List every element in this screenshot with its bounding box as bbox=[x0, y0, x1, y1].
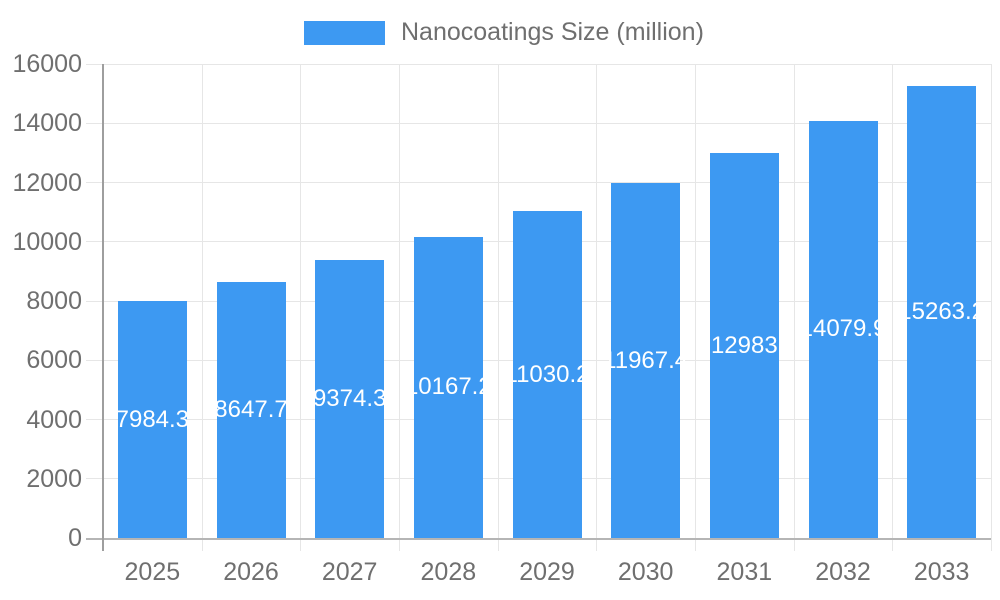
bar-value-label: 15263.2 bbox=[898, 297, 986, 325]
x-axis-label: 2029 bbox=[519, 558, 575, 586]
bar[interactable] bbox=[512, 211, 582, 538]
h-gridline bbox=[86, 182, 991, 183]
x-axis-label: 2030 bbox=[617, 558, 674, 586]
y-axis-label: 12000 bbox=[12, 168, 82, 197]
v-gridline bbox=[399, 64, 400, 551]
x-axis-label: 2031 bbox=[716, 558, 773, 586]
bar[interactable] bbox=[117, 301, 187, 538]
x-axis-label: 2028 bbox=[420, 558, 477, 586]
bar[interactable] bbox=[315, 260, 385, 538]
bar-value-label: 11967.4 bbox=[603, 346, 689, 374]
bar[interactable] bbox=[216, 281, 286, 538]
x-axis-label: 2033 bbox=[913, 558, 970, 586]
bar-value-label: 14079.9 bbox=[799, 315, 887, 343]
bar[interactable] bbox=[413, 236, 483, 538]
bar-value-label: 8647.7 bbox=[214, 395, 288, 423]
y-axis-label: 2000 bbox=[26, 464, 82, 493]
y-axis-label: 8000 bbox=[26, 287, 82, 315]
bar-value-label: 12983 bbox=[710, 331, 778, 359]
legend-label: Nanocoatings Size (million) bbox=[401, 18, 704, 46]
v-gridline bbox=[892, 64, 894, 551]
x-axis-label: 2027 bbox=[321, 558, 378, 586]
v-gridline bbox=[793, 64, 795, 551]
bar-value-label: 10167.2 bbox=[404, 373, 492, 401]
legend-swatch bbox=[304, 20, 385, 45]
x-axis-label: 2026 bbox=[223, 558, 279, 586]
bar-value-label: 11030.2 bbox=[504, 360, 590, 388]
y-axis-label: 14000 bbox=[12, 109, 82, 138]
bar-value-label: 7984.3 bbox=[115, 405, 190, 433]
bar-value-label: 9374.3 bbox=[312, 385, 387, 413]
y-axis-label: 0 bbox=[68, 524, 82, 552]
y-axis-label: 16000 bbox=[12, 50, 82, 78]
bar[interactable] bbox=[808, 120, 878, 538]
y-axis-label: 4000 bbox=[26, 405, 82, 434]
v-gridline bbox=[300, 64, 302, 551]
y-axis-label: 10000 bbox=[12, 227, 82, 256]
x-axis-line bbox=[86, 538, 991, 540]
y-axis-label: 6000 bbox=[26, 346, 82, 375]
bar[interactable] bbox=[709, 153, 779, 538]
v-gridline bbox=[695, 64, 696, 551]
v-gridline bbox=[596, 64, 598, 551]
v-gridline bbox=[991, 64, 992, 551]
bar[interactable] bbox=[907, 85, 977, 538]
x-axis-label: 2025 bbox=[124, 558, 181, 586]
x-axis-label: 2032 bbox=[815, 558, 871, 586]
bar[interactable] bbox=[611, 183, 681, 538]
v-gridline bbox=[497, 64, 499, 551]
h-gridline bbox=[86, 63, 991, 65]
y-axis-line bbox=[102, 64, 104, 551]
v-gridline bbox=[201, 64, 203, 551]
legend-item[interactable]: Nanocoatings Size (million) bbox=[304, 20, 704, 45]
h-gridline bbox=[86, 122, 991, 124]
